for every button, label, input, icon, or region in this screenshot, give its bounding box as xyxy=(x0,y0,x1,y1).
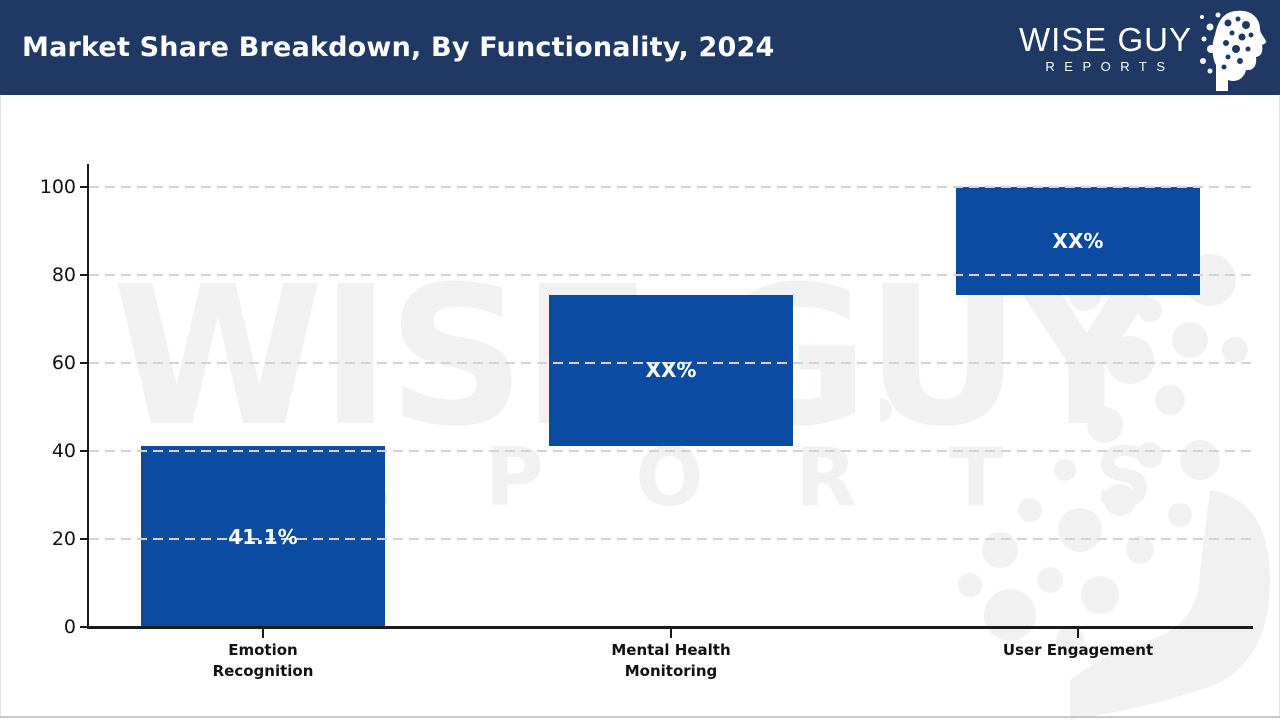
x-tick-mental-health-monitoring xyxy=(670,629,672,638)
brand-logo-text: WISE GUY REPORTS xyxy=(1019,23,1192,73)
y-tick-0 xyxy=(80,626,88,628)
y-tick-label-80: 80 xyxy=(51,264,76,286)
category-label-emotion-recognition: Emotion Recognition xyxy=(212,641,314,680)
y-tick-label-40: 40 xyxy=(51,440,76,462)
gridline-60 xyxy=(89,362,1253,364)
y-tick-80 xyxy=(80,274,88,276)
brand-logo: WISE GUY REPORTS xyxy=(1019,0,1270,95)
x-axis-spine xyxy=(87,626,1253,629)
y-tick-60 xyxy=(80,362,88,364)
y-tick-label-60: 60 xyxy=(51,352,76,374)
bar-value-label-emotion-recognition: 41.1% xyxy=(228,524,298,549)
bar-mental-health-monitoring xyxy=(549,294,793,447)
page-title: Market Share Breakdown, By Functionality… xyxy=(22,32,775,63)
bar-value-label-mental-health-monitoring: XX% xyxy=(645,358,697,383)
y-tick-label-20: 20 xyxy=(51,528,76,550)
gridline-100 xyxy=(89,186,1253,188)
y-tick-20 xyxy=(80,538,88,540)
bar-user-engagement xyxy=(956,187,1200,295)
category-label-user-engagement: User Engagement xyxy=(1002,641,1154,659)
header-bar: Market Share Breakdown, By Functionality… xyxy=(0,0,1280,95)
y-tick-label-0: 0 xyxy=(63,616,76,638)
dotted-head-profile-icon xyxy=(1200,10,1267,91)
bar-emotion-recognition xyxy=(141,446,385,627)
brand-subname: REPORTS xyxy=(1045,58,1175,74)
category-label-mental-health-monitoring: Mental Health Monitoring xyxy=(611,641,731,680)
y-tick-40 xyxy=(80,450,88,452)
x-tick-user-engagement xyxy=(1077,629,1079,638)
bottom-hairline xyxy=(0,716,1280,718)
y-tick-100 xyxy=(80,186,88,188)
watermark-dotted-head-icon xyxy=(880,231,1270,720)
x-tick-emotion-recognition xyxy=(262,629,264,638)
brand-name: WISE GUY xyxy=(1018,20,1192,58)
gridline-80 xyxy=(89,274,1253,276)
y-tick-label-100: 100 xyxy=(39,176,76,198)
bar-value-label-user-engagement: XX% xyxy=(1052,228,1104,253)
gridline-40 xyxy=(89,450,1253,452)
gridline-20 xyxy=(89,538,1253,540)
y-axis-spine xyxy=(87,164,89,628)
